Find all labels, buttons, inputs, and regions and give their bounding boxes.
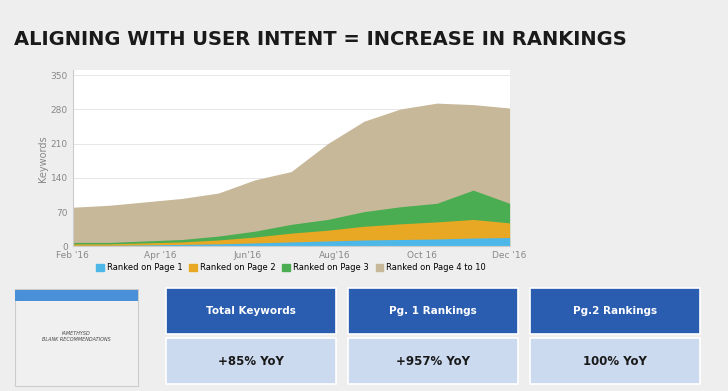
- FancyBboxPatch shape: [15, 289, 138, 386]
- FancyBboxPatch shape: [348, 339, 518, 384]
- Text: IAMETHYSD
BLANK RECOMMENDATIONS: IAMETHYSD BLANK RECOMMENDATIONS: [42, 331, 111, 342]
- Text: Total Keywords: Total Keywords: [206, 306, 296, 316]
- Text: Pg. 1 Rankings: Pg. 1 Rankings: [389, 306, 477, 316]
- Y-axis label: Keywords: Keywords: [38, 135, 48, 182]
- FancyBboxPatch shape: [15, 290, 138, 301]
- FancyBboxPatch shape: [530, 339, 700, 384]
- Text: +957% YoY: +957% YoY: [396, 355, 470, 368]
- Legend: Ranked on Page 1, Ranked on Page 2, Ranked on Page 3, Ranked on Page 4 to 10: Ranked on Page 1, Ranked on Page 2, Rank…: [93, 260, 489, 276]
- Text: +85% YoY: +85% YoY: [218, 355, 284, 368]
- FancyBboxPatch shape: [166, 288, 336, 334]
- Text: Pg.2 Rankings: Pg.2 Rankings: [573, 306, 657, 316]
- Text: ALIGNING WITH USER INTENT = INCREASE IN RANKINGS: ALIGNING WITH USER INTENT = INCREASE IN …: [15, 30, 627, 48]
- Text: 100% YoY: 100% YoY: [583, 355, 647, 368]
- FancyBboxPatch shape: [530, 288, 700, 334]
- FancyBboxPatch shape: [166, 339, 336, 384]
- FancyBboxPatch shape: [348, 288, 518, 334]
